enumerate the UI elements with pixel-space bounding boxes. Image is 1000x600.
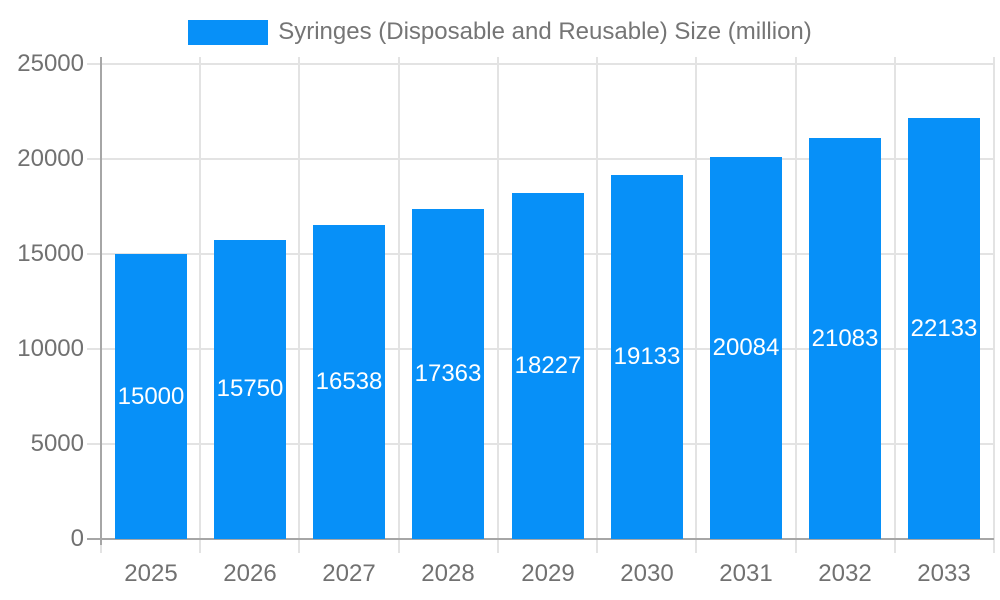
y-tick-label: 0 bbox=[70, 525, 84, 552]
y-tick-label: 20000 bbox=[17, 145, 84, 172]
v-gridline bbox=[497, 57, 499, 553]
legend-swatch bbox=[188, 19, 269, 45]
h-gridline bbox=[87, 158, 994, 160]
bar-value-label: 16538 bbox=[315, 368, 383, 395]
y-tick-label: 5000 bbox=[30, 430, 84, 457]
bar[interactable] bbox=[710, 157, 782, 539]
bar[interactable] bbox=[611, 175, 683, 539]
x-axis-line bbox=[87, 538, 994, 540]
bar[interactable] bbox=[313, 225, 385, 539]
bar[interactable] bbox=[809, 138, 881, 539]
y-tick-label: 15000 bbox=[17, 240, 84, 267]
bar-value-label: 21083 bbox=[811, 325, 879, 352]
legend[interactable]: Syringes (Disposable and Reusable) Size … bbox=[0, 18, 1000, 46]
x-tick-label: 2031 bbox=[719, 560, 773, 587]
v-gridline bbox=[596, 57, 598, 553]
v-gridline bbox=[993, 57, 995, 553]
bar[interactable] bbox=[512, 193, 584, 539]
x-tick-label: 2025 bbox=[124, 560, 178, 587]
bar[interactable] bbox=[412, 209, 484, 539]
x-tick-label: 2028 bbox=[421, 560, 475, 587]
x-tick-label: 2026 bbox=[223, 560, 277, 587]
v-gridline bbox=[298, 57, 300, 553]
bar-value-label: 20084 bbox=[712, 334, 780, 361]
bar[interactable] bbox=[908, 118, 980, 539]
v-gridline bbox=[894, 57, 896, 553]
v-gridline bbox=[795, 57, 797, 553]
x-tick-label: 2029 bbox=[521, 560, 575, 587]
y-tick-label: 10000 bbox=[17, 335, 84, 362]
bar[interactable] bbox=[115, 254, 187, 539]
legend-label: Syringes (Disposable and Reusable) Size … bbox=[278, 18, 812, 45]
v-gridline bbox=[695, 57, 697, 553]
bar[interactable] bbox=[214, 240, 286, 539]
y-tick-label: 25000 bbox=[17, 50, 84, 77]
bar-value-label: 18227 bbox=[514, 352, 582, 379]
bar-value-label: 15000 bbox=[117, 383, 185, 410]
bar-value-label: 17363 bbox=[414, 360, 482, 387]
x-tick-label: 2030 bbox=[620, 560, 674, 587]
v-gridline bbox=[199, 57, 201, 553]
x-tick-label: 2033 bbox=[917, 560, 971, 587]
y-axis-line bbox=[100, 57, 102, 545]
bar-value-label: 22133 bbox=[910, 315, 978, 342]
x-tick-label: 2032 bbox=[818, 560, 872, 587]
x-tick-label: 2027 bbox=[322, 560, 376, 587]
h-gridline bbox=[87, 63, 994, 65]
bar-value-label: 19133 bbox=[613, 343, 681, 370]
bar-value-label: 15750 bbox=[216, 375, 284, 402]
v-gridline bbox=[398, 57, 400, 553]
